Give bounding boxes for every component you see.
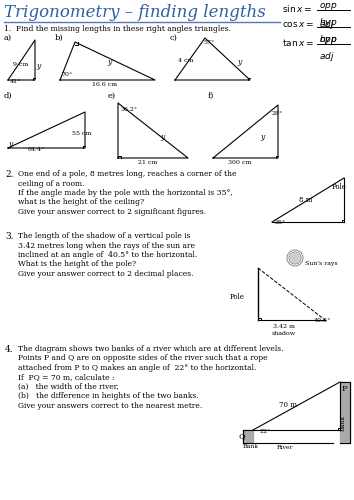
Text: 28°: 28° [272,111,283,116]
Text: y: y [8,140,12,148]
Text: 4 cm: 4 cm [178,58,193,63]
Text: 1.  Find the missing lengths in these right angles triangles.: 1. Find the missing lengths in these rig… [4,25,231,33]
Text: Give your answer correct to 2 decimal places.: Give your answer correct to 2 decimal pl… [18,270,194,278]
Text: ceiling of a room.: ceiling of a room. [18,180,85,188]
Text: (a)   the width of the river,: (a) the width of the river, [18,383,119,391]
Circle shape [290,253,300,263]
Text: y: y [160,133,164,141]
Text: attached from P to Q makes an angle of  22° to the horizontal.: attached from P to Q makes an angle of 2… [18,364,256,372]
Text: y: y [237,58,241,66]
Text: The length of the shadow of a vertical pole is: The length of the shadow of a vertical p… [18,232,190,240]
Text: a): a) [4,34,12,42]
Text: Pole: Pole [332,183,347,191]
Text: 3.: 3. [5,232,13,241]
Text: $\sin x=$: $\sin x=$ [282,3,312,14]
Text: Give your answers correct to the nearest metre.: Give your answers correct to the nearest… [18,402,202,410]
Text: 57°: 57° [203,40,214,45]
Text: If the angle made by the pole with the horizontal is 35°,: If the angle made by the pole with the h… [18,189,233,197]
Text: Trigonometry – finding lengths: Trigonometry – finding lengths [4,4,266,21]
Text: 9 cm: 9 cm [13,62,28,67]
Text: 70 m: 70 m [279,401,297,409]
Text: shadow: shadow [272,331,296,336]
Text: $\mathit{hyp}$: $\mathit{hyp}$ [319,16,337,29]
Text: e): e) [108,92,116,100]
Text: 2.: 2. [5,170,13,179]
Text: $\tan x=$: $\tan x=$ [282,37,314,48]
Text: 36.2°: 36.2° [120,107,137,112]
Text: what is the height of the ceiling?: what is the height of the ceiling? [18,198,144,206]
Text: 16.6 cm: 16.6 cm [92,82,118,87]
Text: b): b) [55,34,64,42]
Text: River: River [277,445,293,450]
Text: inclined at an angle of  40.5° to the horizontal.: inclined at an angle of 40.5° to the hor… [18,251,197,259]
Text: Sun's rays: Sun's rays [305,261,338,266]
Text: (b)   the difference in heights of the two banks.: (b) the difference in heights of the two… [18,392,199,400]
Text: 300 cm: 300 cm [228,160,252,165]
Text: 21 cm: 21 cm [138,160,158,165]
Text: f): f) [208,92,215,100]
Text: P: P [342,385,348,393]
Text: Bank: Bank [243,444,259,449]
Text: If  PQ = 70 m, calculate :: If PQ = 70 m, calculate : [18,374,115,382]
Text: Q: Q [238,432,245,440]
Text: $\mathit{opp}$: $\mathit{opp}$ [319,1,337,12]
Text: 55 cm: 55 cm [72,131,91,136]
Text: Bank: Bank [341,415,346,431]
Text: y: y [260,133,264,141]
Text: $\mathit{adj}$: $\mathit{adj}$ [319,50,335,63]
Text: What is the height of the pole?: What is the height of the pole? [18,260,136,268]
Text: 8 m: 8 m [299,196,313,204]
Text: y: y [36,62,40,70]
Text: $\mathit{adj}$: $\mathit{adj}$ [319,18,335,31]
Text: Give your answer correct to 2 significant figures.: Give your answer correct to 2 significan… [18,208,206,216]
Text: $\mathit{opp}$: $\mathit{opp}$ [319,35,337,46]
Text: Points P and Q are on opposite sides of the river such that a rope: Points P and Q are on opposite sides of … [18,354,268,362]
Text: 41°: 41° [10,79,21,84]
Text: One end of a pole, 8 metres long, reaches a corner of the: One end of a pole, 8 metres long, reache… [18,170,236,178]
Text: 22°: 22° [260,429,271,434]
Text: 35°: 35° [274,220,285,225]
Text: 64.4°: 64.4° [28,147,45,152]
Text: y: y [107,58,111,66]
Text: $\cos x=$: $\cos x=$ [282,20,314,29]
Text: 40.5°: 40.5° [314,318,331,323]
Text: 4.: 4. [5,345,13,354]
Text: 3.42 metres long when the rays of the sun are: 3.42 metres long when the rays of the su… [18,242,195,250]
Text: 70°: 70° [62,72,73,77]
Text: Pole: Pole [230,293,245,301]
Text: The diagram shows two banks of a river which are at different levels.: The diagram shows two banks of a river w… [18,345,284,353]
Text: 3.42 m: 3.42 m [273,324,295,329]
Text: c): c) [170,34,178,42]
Text: $\mathit{hyp}$: $\mathit{hyp}$ [319,33,337,46]
Text: d): d) [4,92,13,100]
